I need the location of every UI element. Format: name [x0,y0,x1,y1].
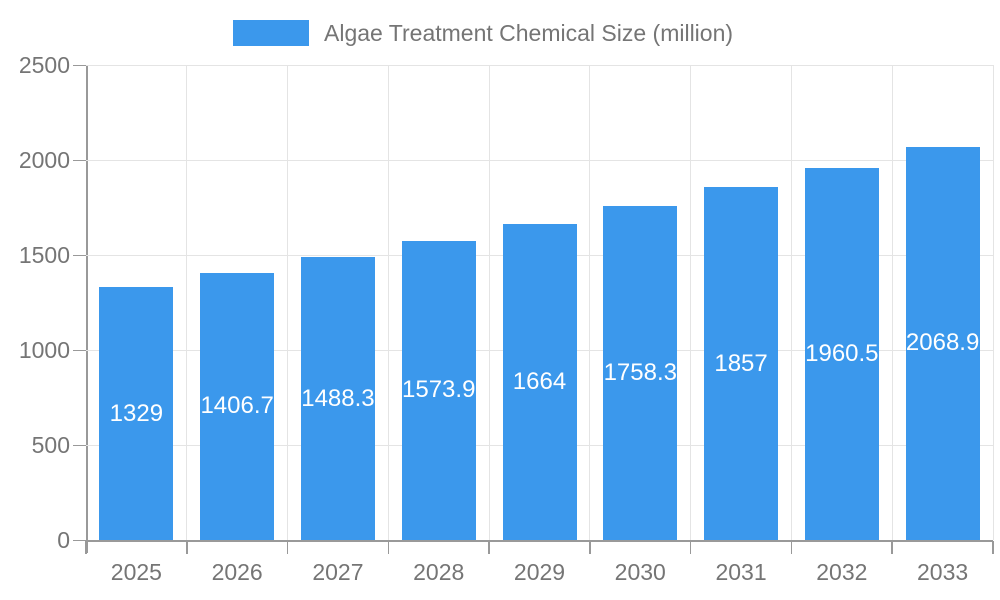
y-axis-tick-label: 500 [31,432,70,458]
x-axis-tick-mark [488,541,490,554]
gridline-vertical [690,65,692,540]
bar-2033[interactable] [905,146,980,540]
x-axis-tick-mark [286,541,289,554]
bar-2030[interactable] [603,205,678,540]
y-axis-tick-label: 1000 [18,337,70,363]
gridline-vertical [589,65,591,540]
bar-2031[interactable] [704,187,779,540]
y-axis-tick-mark [73,159,86,161]
gridline-vertical [387,65,389,540]
y-axis-tick-mark [73,64,86,66]
bar-2029[interactable] [502,223,577,540]
y-axis-line [86,65,88,553]
gridline-vertical [891,65,893,540]
bar-value-label: 1329 [109,399,164,427]
x-axis-tick-mark [891,541,893,554]
bar-value-label: 1758.3 [603,358,677,386]
x-axis-tick-label: 2029 [513,559,566,585]
bar-2027[interactable] [300,257,375,540]
bar-value-label: 1664 [512,367,567,395]
x-axis-tick-label: 2030 [614,559,666,585]
bar-2028[interactable] [401,240,476,540]
bar-2032[interactable] [804,167,879,540]
x-axis-tick-mark [186,541,188,554]
bar-value-label: 1960.5 [805,339,879,367]
gridline-vertical [186,65,188,540]
x-axis-tick-mark [387,541,390,554]
y-axis-tick-label: 2000 [18,147,70,173]
y-axis-tick-mark [73,444,86,446]
bar-2026[interactable] [200,272,275,540]
legend-swatch [233,20,309,46]
gridline-vertical [790,65,792,540]
gridline-horizontal [86,64,993,66]
x-axis-tick-mark [689,541,692,554]
y-axis-tick-label: 2500 [18,52,70,78]
y-axis-tick-label: 1500 [18,242,70,268]
y-axis-tick-mark [73,539,86,541]
x-axis-tick-mark [589,541,591,554]
gridline-vertical [992,65,994,540]
gridline-vertical [287,65,289,540]
x-axis-tick-mark [992,541,994,554]
bar-value-label: 1573.9 [402,376,476,404]
x-axis-tick-label: 2026 [211,559,263,585]
bar-value-label: 1488.3 [301,384,375,412]
x-axis-tick-mark [790,541,793,554]
y-axis-tick-label: 0 [57,527,70,553]
x-axis-tick-mark [85,541,87,554]
x-axis-tick-label: 2025 [110,559,162,585]
x-axis-tick-label: 2028 [413,559,465,585]
x-axis-tick-label: 2033 [917,559,969,585]
legend[interactable]: Algae Treatment Chemical Size (million) [233,20,733,46]
y-axis-tick-mark [73,254,86,256]
bar-value-label: 1406.7 [200,392,274,420]
gridline-vertical [488,65,490,540]
gridline-horizontal [86,159,993,161]
x-axis-tick-label: 2032 [816,559,868,585]
y-axis-tick-mark [73,349,86,351]
x-axis-tick-label: 2031 [715,559,767,585]
x-axis-line [86,540,993,542]
x-axis-tick-label: 2027 [312,559,364,585]
bar-2025[interactable] [99,287,174,540]
bar-value-label: 1857 [714,349,768,377]
legend-label: Algae Treatment Chemical Size (million) [324,20,734,46]
bar-value-label: 2068.9 [905,329,980,357]
plot-area: 1329 1406.7 1488.3 1573.9 1664 1758.3 1857 1960… [86,64,994,540]
